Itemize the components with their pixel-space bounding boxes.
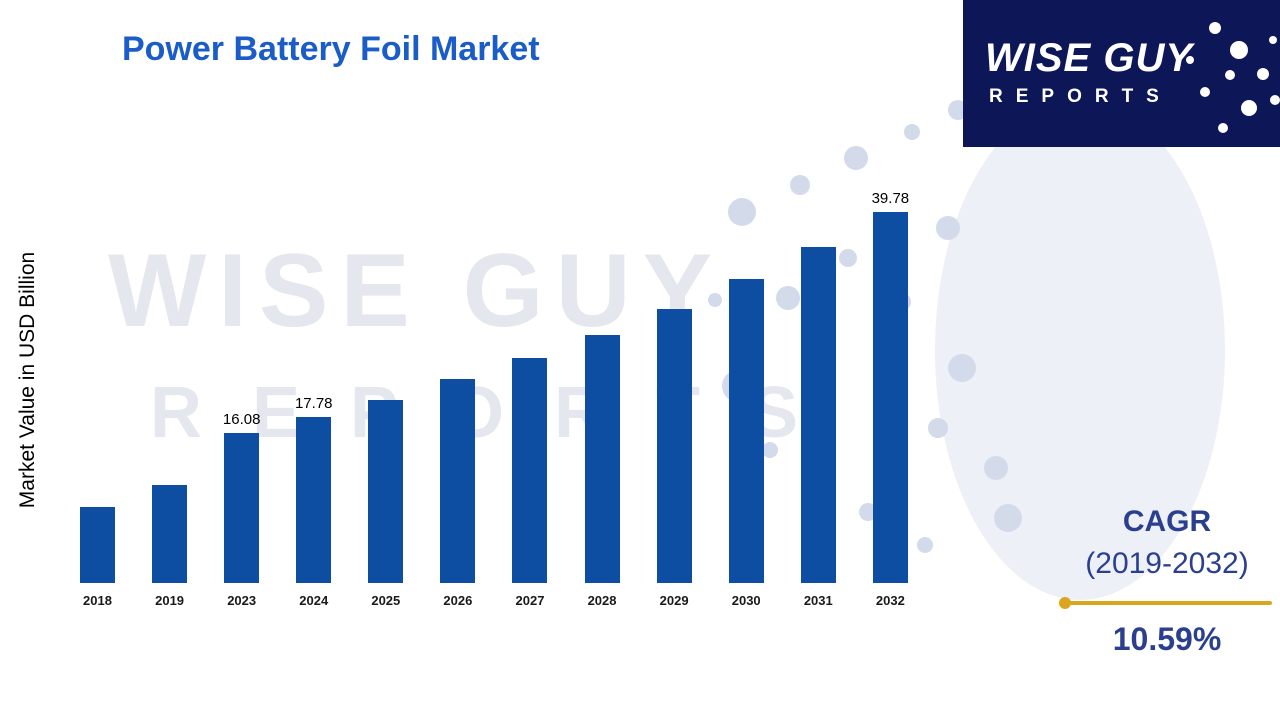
face-nose-shape (1110, 300, 1210, 460)
bar-value-label: 16.08 (222, 411, 261, 428)
x-axis-label: 2032 (875, 593, 905, 608)
x-axis-label: 2024 (299, 593, 329, 608)
x-axis-label: 2031 (803, 593, 833, 608)
bar-column: 2026 (440, 173, 476, 608)
bar-column: 2018 (80, 173, 115, 608)
x-axis-label: 2023 (227, 593, 257, 608)
brand-face-icon (1186, 22, 1280, 133)
bar (368, 400, 404, 583)
x-axis-label: 2025 (371, 593, 401, 608)
cagr-label: CAGR (1122, 505, 1212, 538)
cagr-block: CAGR (2019-2032) 10.59% (1059, 505, 1272, 658)
bar (656, 309, 692, 583)
x-axis-label: 2029 (659, 593, 689, 608)
x-axis-label: 2027 (515, 593, 545, 608)
bar (512, 358, 548, 583)
x-axis-label: 2018 (83, 593, 112, 608)
bar (728, 279, 764, 583)
bar-column: 2028 (584, 173, 620, 608)
cagr-value: 10.59% (1112, 621, 1222, 657)
bar-column: 17.78 2024 (294, 173, 333, 608)
brand-name: WISE GUY (985, 36, 1194, 80)
bar (296, 417, 332, 583)
bar-plot: 2018 2019 16.08 2023 17.78 2024 2025 2026 2027 20… (80, 173, 910, 608)
bar (152, 485, 188, 583)
bar-column: 2030 (728, 173, 764, 608)
bar-column: 2019 (152, 173, 188, 608)
bar (440, 379, 476, 583)
bar-value-label: 17.78 (294, 395, 333, 412)
bar (224, 433, 260, 583)
bar (800, 247, 836, 583)
bar-column: 2027 (512, 173, 548, 608)
bar (80, 507, 115, 583)
bar-column: 2031 (800, 173, 836, 608)
brand-sub: REPORTS (989, 86, 1172, 107)
bar-value-label: 39.78 (871, 190, 910, 207)
bar-column: 39.78 2032 (871, 173, 910, 608)
watermark-line1: WISE GUY (108, 233, 725, 349)
x-axis-label: 2019 (155, 593, 185, 608)
cagr-underline (1059, 597, 1272, 609)
bar-column: 2025 (368, 173, 404, 608)
bar (584, 335, 620, 583)
bar-column: 2029 (656, 173, 692, 608)
bar-column: 16.08 2023 (222, 173, 261, 608)
brand-panel: WISE GUY REPORTS (963, 0, 1280, 147)
cagr-range: (2019-2032) (1085, 547, 1249, 580)
y-axis-title: Market Value in USD Billion (16, 251, 39, 509)
page-title: Power Battery Foil Market (122, 30, 540, 68)
bar (872, 212, 908, 583)
x-axis-label: 2026 (443, 593, 473, 608)
x-axis-label: 2028 (587, 593, 617, 608)
x-axis-label: 2030 (731, 593, 761, 608)
